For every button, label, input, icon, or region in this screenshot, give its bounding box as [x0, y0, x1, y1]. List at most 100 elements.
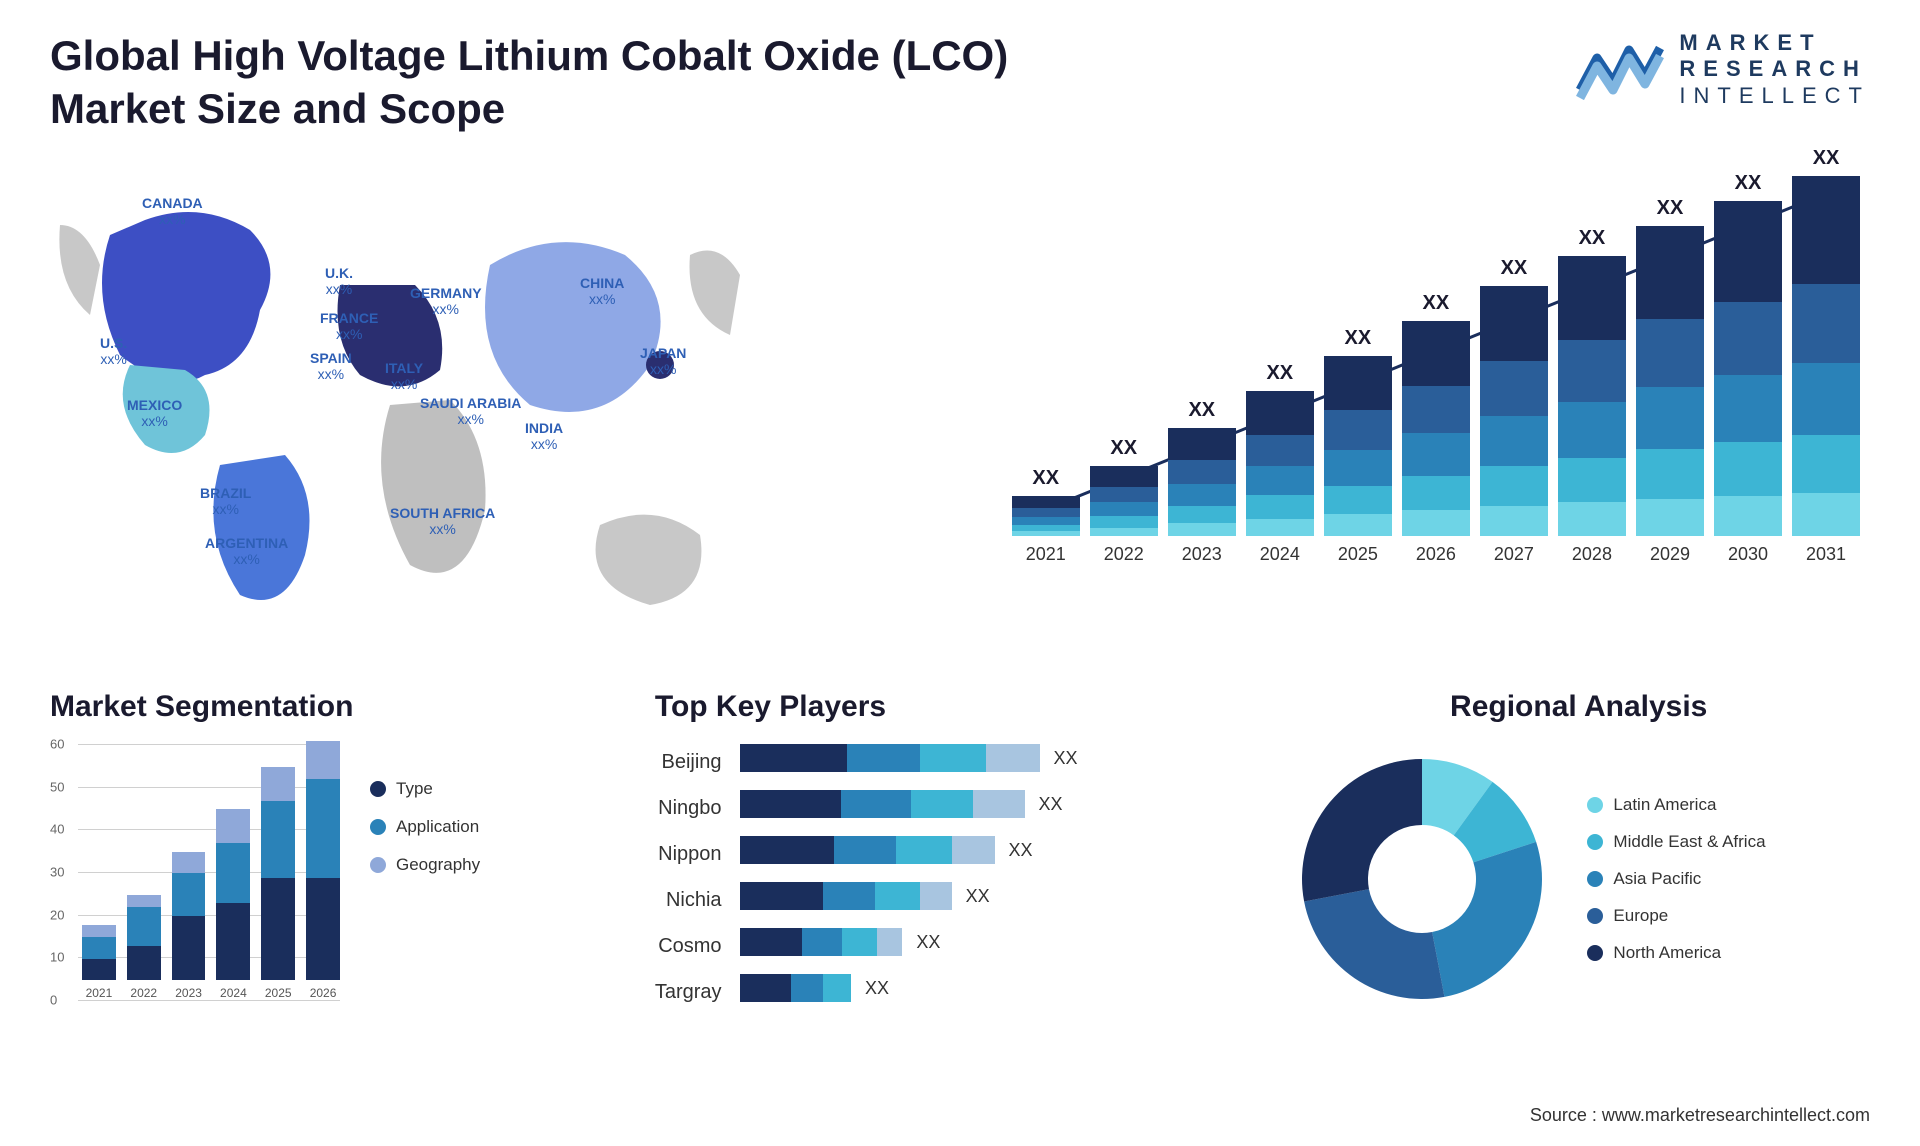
- forecast-stack: [1168, 428, 1236, 536]
- forecast-value-label: XX: [1266, 362, 1293, 385]
- country-label-china: CHINAxx%: [580, 275, 624, 307]
- seg-ytick: 30: [50, 865, 64, 880]
- player-value-label: XX: [916, 932, 940, 953]
- player-name-ningbo: Ningbo: [658, 794, 721, 822]
- player-value-label: XX: [865, 978, 889, 999]
- seg-xlabel: 2024: [220, 986, 247, 1000]
- forecast-year-label: 2028: [1572, 544, 1612, 565]
- player-name-targray: Targray: [655, 978, 722, 1006]
- country-label-us: U.S.xx%: [100, 335, 127, 367]
- bottom-row: Market Segmentation 01020304050602021202…: [50, 690, 1870, 1024]
- country-label-argentina: ARGENTINAxx%: [205, 535, 288, 567]
- forecast-chart: XX2021XX2022XX2023XX2024XX2025XX2026XX20…: [1002, 165, 1870, 645]
- segmentation-legend: Type Application Geography: [370, 744, 480, 1024]
- regional-section: Regional Analysis Latin America Middle Ea…: [1287, 690, 1870, 1024]
- country-label-saudiarabia: SAUDI ARABIAxx%: [420, 395, 521, 427]
- player-value-label: XX: [966, 886, 990, 907]
- region-legend-item: Asia Pacific: [1587, 869, 1765, 889]
- forecast-value-label: XX: [1501, 257, 1528, 280]
- legend-dot-icon: [1587, 908, 1603, 924]
- legend-dot-icon: [370, 857, 386, 873]
- forecast-year-label: 2027: [1494, 544, 1534, 565]
- legend-dot-icon: [1587, 797, 1603, 813]
- logo-mark-icon: [1575, 40, 1665, 100]
- source-attribution: Source : www.marketresearchintellect.com: [1530, 1105, 1870, 1126]
- player-row: XX: [740, 928, 1238, 956]
- player-row: XX: [740, 836, 1238, 864]
- forecast-stack: [1558, 256, 1626, 536]
- forecast-value-label: XX: [1579, 227, 1606, 250]
- forecast-value-label: XX: [1110, 437, 1137, 460]
- forecast-year-label: 2030: [1728, 544, 1768, 565]
- seg-legend-item: Application: [370, 817, 480, 837]
- forecast-year-label: 2021: [1026, 544, 1066, 565]
- donut-slice-north-america: [1302, 759, 1422, 901]
- forecast-col-2028: XX 2028: [1558, 227, 1626, 565]
- seg-ytick: 10: [50, 950, 64, 965]
- forecast-year-label: 2026: [1416, 544, 1456, 565]
- donut-slice-europe: [1305, 889, 1445, 999]
- player-value-label: XX: [1039, 794, 1063, 815]
- segmentation-section: Market Segmentation 01020304050602021202…: [50, 690, 605, 1024]
- legend-dot-icon: [1587, 945, 1603, 961]
- forecast-stack: [1714, 201, 1782, 536]
- players-section: Top Key Players BeijingNingboNipponNichi…: [655, 690, 1238, 1024]
- forecast-value-label: XX: [1813, 147, 1840, 170]
- forecast-stack: [1480, 286, 1548, 536]
- region-legend-item: North America: [1587, 943, 1765, 963]
- logo-text: MARKET RESEARCH INTELLECT: [1679, 30, 1870, 109]
- seg-ytick: 20: [50, 907, 64, 922]
- players-labels: BeijingNingboNipponNichiaCosmoTargray: [655, 744, 722, 1006]
- donut-slice-asia-pacific: [1433, 842, 1543, 997]
- forecast-stack: [1324, 356, 1392, 536]
- player-name-cosmo: Cosmo: [658, 932, 721, 960]
- player-row: XX: [740, 882, 1238, 910]
- player-value-label: XX: [1054, 748, 1078, 769]
- country-label-france: FRANCExx%: [320, 310, 378, 342]
- forecast-year-label: 2031: [1806, 544, 1846, 565]
- seg-xlabel: 2021: [86, 986, 113, 1000]
- region-legend-item: Europe: [1587, 906, 1765, 926]
- seg-xlabel: 2025: [265, 986, 292, 1000]
- legend-dot-icon: [370, 819, 386, 835]
- players-title: Top Key Players: [655, 690, 1238, 724]
- legend-dot-icon: [1587, 834, 1603, 850]
- seg-xlabel: 2026: [310, 986, 337, 1000]
- player-name-nippon: Nippon: [658, 840, 721, 868]
- forecast-value-label: XX: [1188, 399, 1215, 422]
- segmentation-chart: 0102030405060202120222023202420252026: [50, 744, 340, 1024]
- forecast-col-2021: XX 2021: [1012, 467, 1080, 565]
- region-legend-item: Latin America: [1587, 795, 1765, 815]
- country-label-italy: ITALYxx%: [385, 360, 423, 392]
- seg-legend-item: Geography: [370, 855, 480, 875]
- forecast-col-2025: XX2025: [1324, 327, 1392, 565]
- forecast-value-label: XX: [1345, 327, 1372, 350]
- country-label-southafrica: SOUTH AFRICAxx%: [390, 505, 495, 537]
- forecast-col-2023: XX2023: [1168, 399, 1236, 565]
- top-row: CANADAxx%U.S.xx%MEXICOxx%BRAZILxx%ARGENT…: [50, 165, 1870, 645]
- regional-donut: [1287, 744, 1557, 1014]
- regional-legend: Latin America Middle East & Africa Asia Pa…: [1587, 795, 1765, 963]
- forecast-value-label: XX: [1032, 467, 1059, 490]
- seg-col-2021: 2021: [82, 925, 116, 1000]
- seg-ytick: 40: [50, 822, 64, 837]
- forecast-stack: [1402, 321, 1470, 536]
- forecast-col-2030: XX2030: [1714, 172, 1782, 565]
- seg-col-2026: 2026: [306, 741, 340, 1000]
- regional-title: Regional Analysis: [1287, 690, 1870, 724]
- player-row: XX: [740, 790, 1238, 818]
- region-legend-item: Middle East & Africa: [1587, 832, 1765, 852]
- player-name-nichia: Nichia: [666, 886, 722, 914]
- country-label-canada: CANADAxx%: [142, 195, 203, 227]
- forecast-year-label: 2022: [1104, 544, 1144, 565]
- seg-ytick: 50: [50, 779, 64, 794]
- seg-ytick: 60: [50, 737, 64, 752]
- seg-legend-item: Type: [370, 779, 480, 799]
- legend-dot-icon: [1587, 871, 1603, 887]
- page-title: Global High Voltage Lithium Cobalt Oxide…: [50, 30, 1050, 135]
- player-row: XX: [740, 744, 1238, 772]
- forecast-stack: [1636, 226, 1704, 536]
- forecast-stack: [1012, 496, 1080, 536]
- forecast-col-2027: XX 2027: [1480, 257, 1548, 565]
- forecast-year-label: 2024: [1260, 544, 1300, 565]
